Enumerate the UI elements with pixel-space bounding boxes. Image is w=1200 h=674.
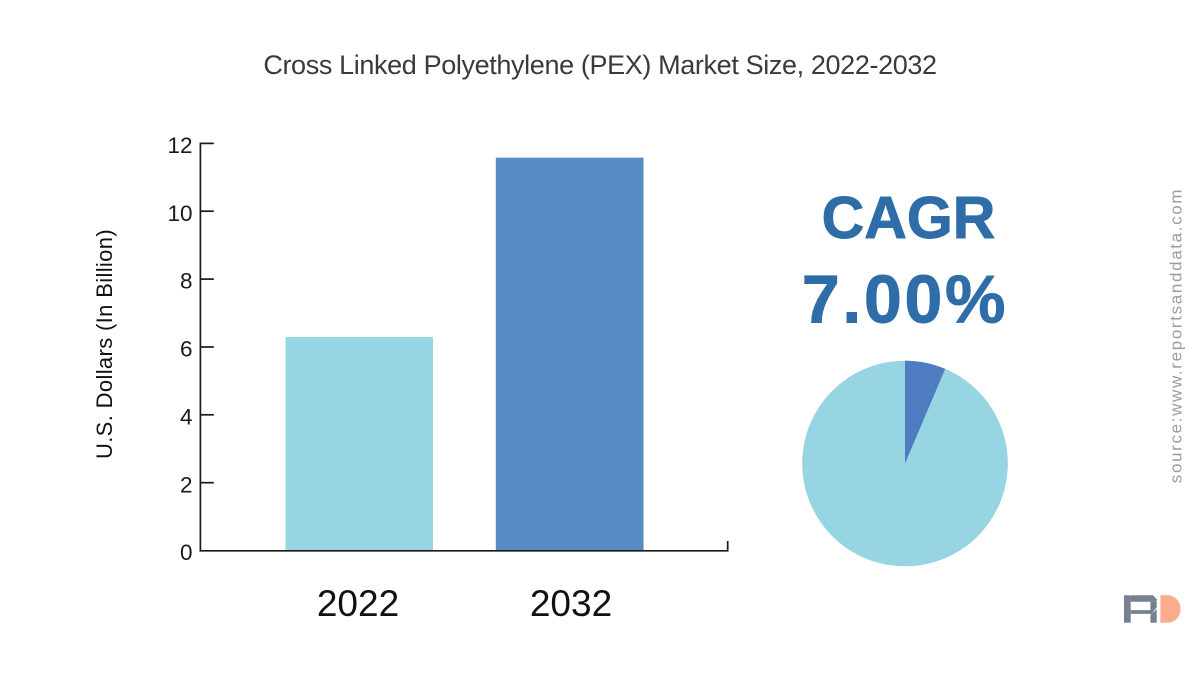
svg-text:2032: 2032	[530, 583, 612, 624]
svg-text:0: 0	[180, 540, 193, 565]
svg-text:12: 12	[167, 133, 192, 158]
svg-text:6: 6	[180, 337, 193, 362]
svg-text:2022: 2022	[317, 583, 399, 624]
svg-text:Cross Linked Polyethylene (PEX: Cross Linked Polyethylene (PEX) Market S…	[263, 50, 936, 80]
svg-text:4: 4	[180, 404, 193, 429]
svg-text:2: 2	[180, 472, 193, 497]
svg-text:U.S. Dollars (In Billion): U.S. Dollars (In Billion)	[92, 229, 117, 459]
svg-text:8: 8	[180, 269, 193, 294]
svg-text:source:www.reportsanddata.com: source:www.reportsanddata.com	[1167, 188, 1186, 483]
svg-text:CAGR: CAGR	[822, 185, 996, 251]
svg-text:7.00%: 7.00%	[802, 262, 1008, 338]
svg-text:10: 10	[167, 201, 192, 226]
